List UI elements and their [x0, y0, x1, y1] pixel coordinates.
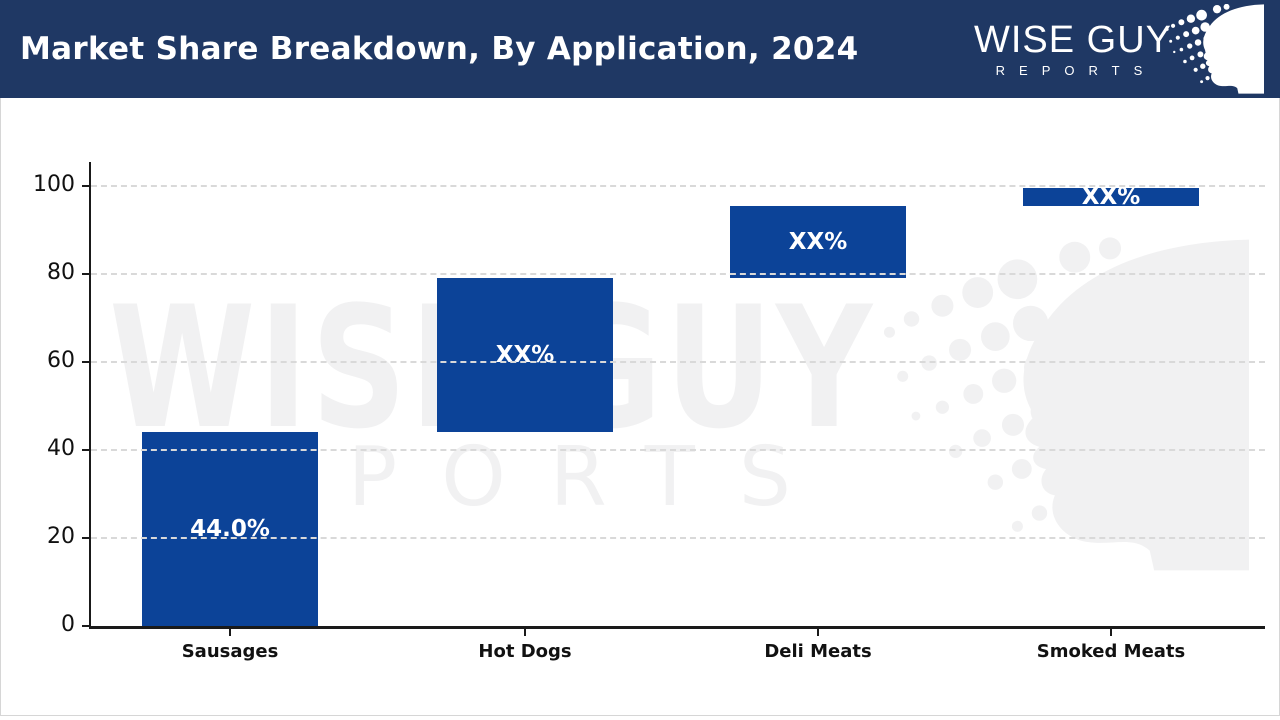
gridline-20	[91, 537, 1265, 539]
y-tick-mark	[82, 449, 91, 451]
bar-value-label: XX%	[1081, 183, 1141, 210]
y-tick-label: 80	[47, 260, 75, 285]
wiseguy-face-icon	[1165, 4, 1264, 94]
chart-title: Market Share Breakdown, By Application, …	[20, 31, 859, 67]
logo-brand-name: WISE GUY	[973, 18, 1172, 61]
x-axis-line	[89, 626, 1265, 629]
y-tick-mark	[82, 537, 91, 539]
wiseguy-logo: WISE GUY REPORTS	[974, 4, 1264, 94]
y-tick-label: 0	[61, 612, 75, 637]
watermark-face-icon	[883, 237, 1249, 571]
gridline-60	[91, 361, 1265, 363]
bar-value-label: XX%	[495, 342, 555, 369]
y-tick-mark	[82, 361, 91, 363]
y-tick-mark	[82, 185, 91, 187]
y-tick-label: 100	[33, 172, 75, 197]
y-tick-mark	[82, 625, 91, 627]
logo-brand-subtitle: REPORTS	[995, 62, 1157, 78]
wiseguy-logo-text: WISE GUY REPORTS	[974, 21, 1172, 78]
header-bar: Market Share Breakdown, By Application, …	[0, 0, 1280, 98]
bar-smoked-meats: XX%	[1023, 184, 1199, 210]
x-tick-mark	[524, 628, 526, 636]
bar-hot-dogs: XX%	[437, 278, 613, 433]
x-tick-mark	[229, 628, 231, 636]
bar-sausages: 44.0%	[142, 432, 318, 626]
y-tick-label: 20	[47, 524, 75, 549]
bar-value-label: XX%	[788, 229, 848, 256]
y-tick-mark	[82, 273, 91, 275]
chart-area: WISE GUY REPORTS 0 20 40 60 80 100 44.0% XX% XX%…	[0, 98, 1280, 716]
y-tick-label: 40	[47, 436, 75, 461]
bar-deli-meats: XX%	[730, 205, 906, 279]
y-axis-line	[89, 162, 91, 628]
x-tick-mark	[1110, 628, 1112, 636]
x-category-label: Hot Dogs	[478, 641, 572, 662]
x-category-label: Deli Meats	[764, 641, 872, 662]
x-category-label: Sausages	[181, 641, 279, 662]
gridline-80	[91, 273, 1265, 275]
y-tick-label: 60	[47, 348, 75, 373]
gridline-100	[91, 185, 1265, 187]
x-tick-mark	[817, 628, 819, 636]
x-category-label: Smoked Meats	[1036, 641, 1186, 662]
gridline-40	[91, 449, 1265, 451]
